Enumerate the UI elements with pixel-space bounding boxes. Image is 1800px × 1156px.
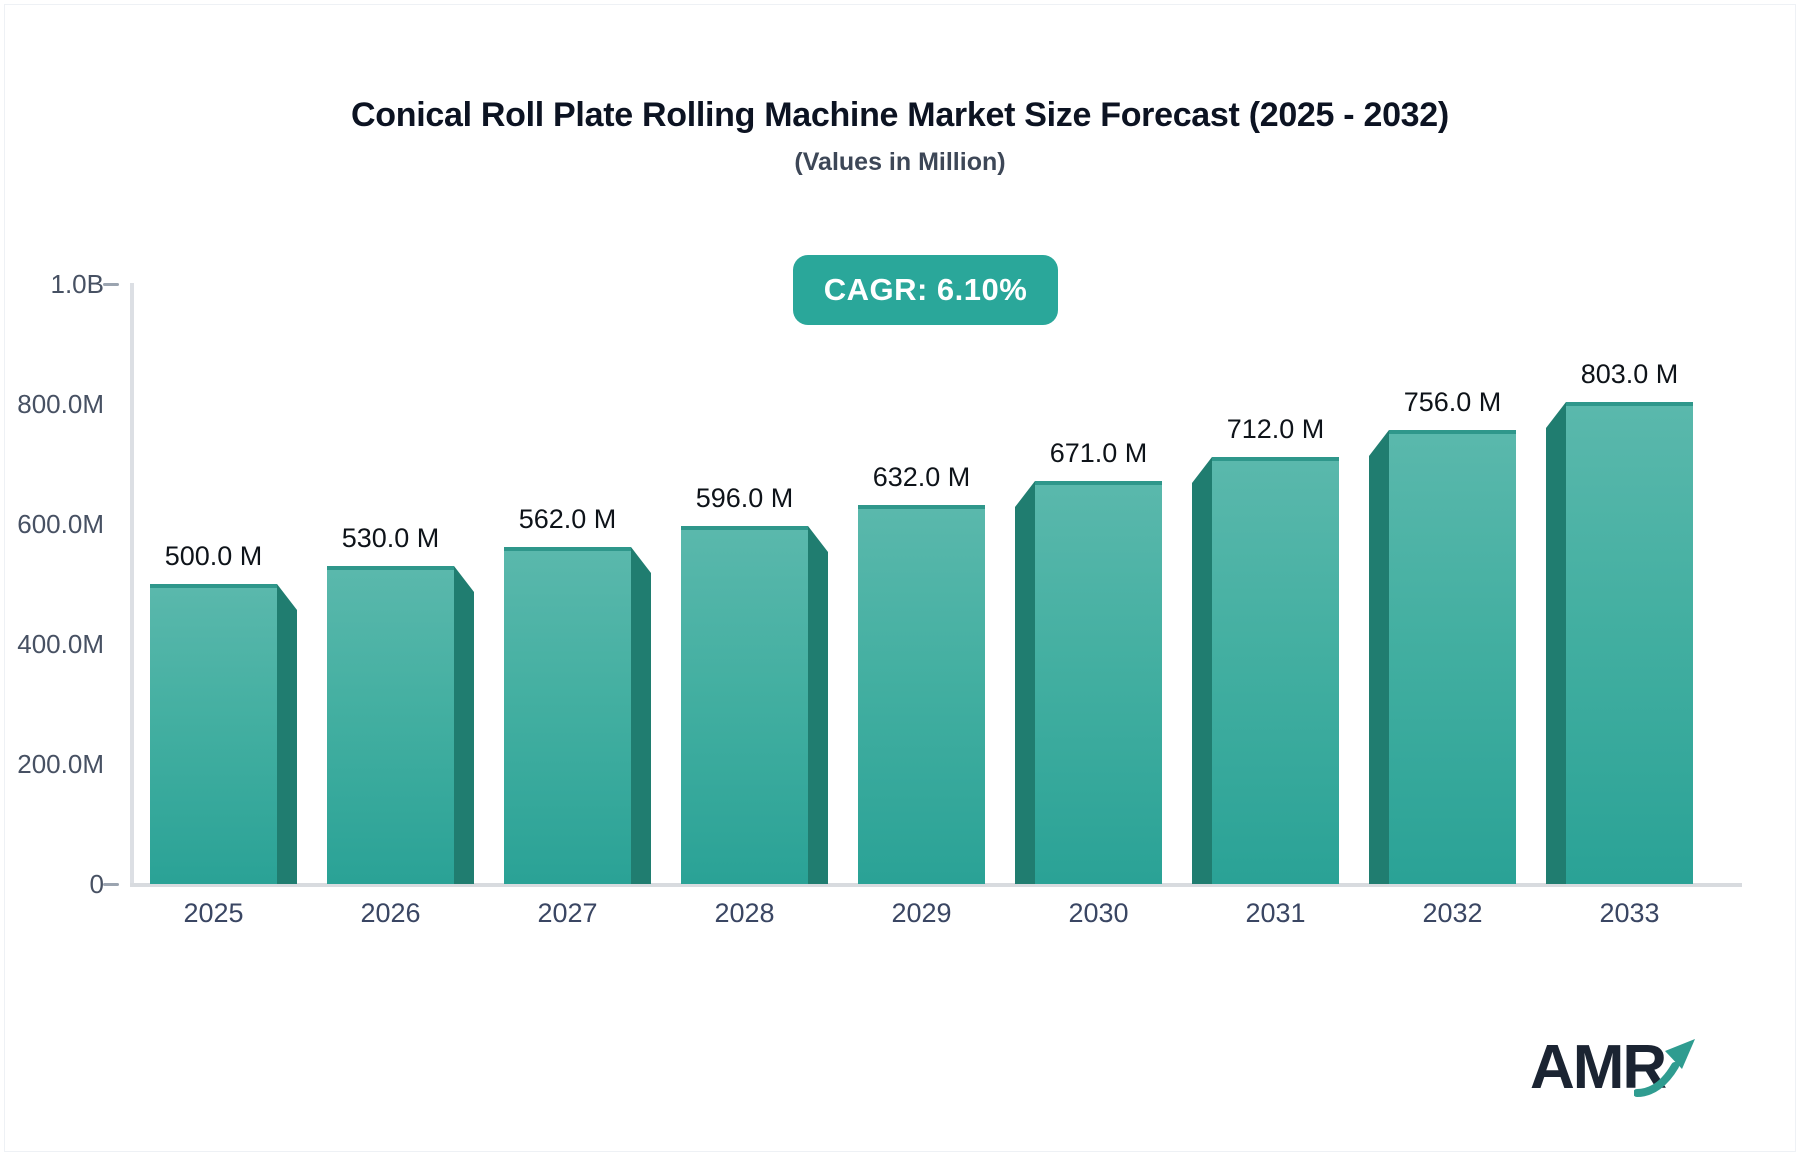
y-axis-line	[130, 283, 134, 886]
x-axis-line	[130, 883, 1742, 887]
cagr-badge-label: CAGR: 6.10%	[823, 272, 1028, 307]
y-axis-tick-label: 400.0M	[17, 629, 104, 659]
bar-value-label: 712.0 M	[1226, 414, 1325, 444]
bar-2032	[1389, 430, 1516, 884]
bar-value-label: 671.0 M	[1049, 438, 1148, 468]
y-axis-tick-label: 0	[89, 869, 104, 899]
bar-side-face	[631, 547, 651, 884]
bar-2028	[681, 526, 808, 884]
bar-2033	[1566, 402, 1693, 884]
x-axis-label: 2026	[360, 898, 421, 928]
bar-2031	[1212, 457, 1339, 884]
bar-value-label: 632.0 M	[872, 462, 971, 492]
bar-side-face	[454, 566, 474, 884]
x-axis-label: 2032	[1422, 898, 1483, 928]
cagr-badge: CAGR: 6.10%	[793, 255, 1058, 325]
x-axis-label: 2033	[1599, 898, 1660, 928]
x-axis-label: 2025	[183, 898, 244, 928]
x-axis-label: 2028	[714, 898, 775, 928]
x-axis-label: 2027	[537, 898, 598, 928]
y-axis-tick-mark	[103, 882, 119, 886]
bar-2027	[504, 547, 631, 884]
bar-2030	[1035, 481, 1162, 884]
bar-2026	[327, 566, 454, 884]
y-axis-tick-label: 200.0M	[17, 749, 104, 779]
bar-value-label: 596.0 M	[695, 483, 794, 513]
amr-logo: AMR	[1530, 1032, 1730, 1112]
bar-value-label: 803.0 M	[1580, 359, 1679, 389]
bar-side-face	[1192, 457, 1212, 884]
bar-value-label: 562.0 M	[518, 504, 617, 534]
bar-side-face	[1015, 481, 1035, 884]
x-axis-label: 2031	[1245, 898, 1306, 928]
x-axis-label: 2030	[1068, 898, 1129, 928]
bar-value-label: 500.0 M	[164, 541, 263, 571]
bar-value-label: 756.0 M	[1403, 387, 1502, 417]
bar-side-face	[808, 526, 828, 884]
y-axis-tick-label: 600.0M	[17, 509, 104, 539]
y-axis-tick-mark	[103, 282, 119, 286]
bar-value-label: 530.0 M	[341, 523, 440, 553]
bar-side-face	[1546, 402, 1566, 884]
bar-side-face	[277, 584, 297, 884]
bar-2025	[150, 584, 277, 884]
bar-side-face	[1369, 430, 1389, 884]
x-axis-label: 2029	[891, 898, 952, 928]
bar-2029	[858, 505, 985, 884]
chart-subtitle: (Values in Million)	[794, 148, 1006, 176]
y-axis-tick-label: 800.0M	[17, 389, 104, 419]
chart-title: Conical Roll Plate Rolling Machine Marke…	[351, 96, 1449, 134]
y-axis-tick-label: 1.0B	[50, 269, 105, 299]
growth-arrow-icon	[1634, 1039, 1695, 1097]
